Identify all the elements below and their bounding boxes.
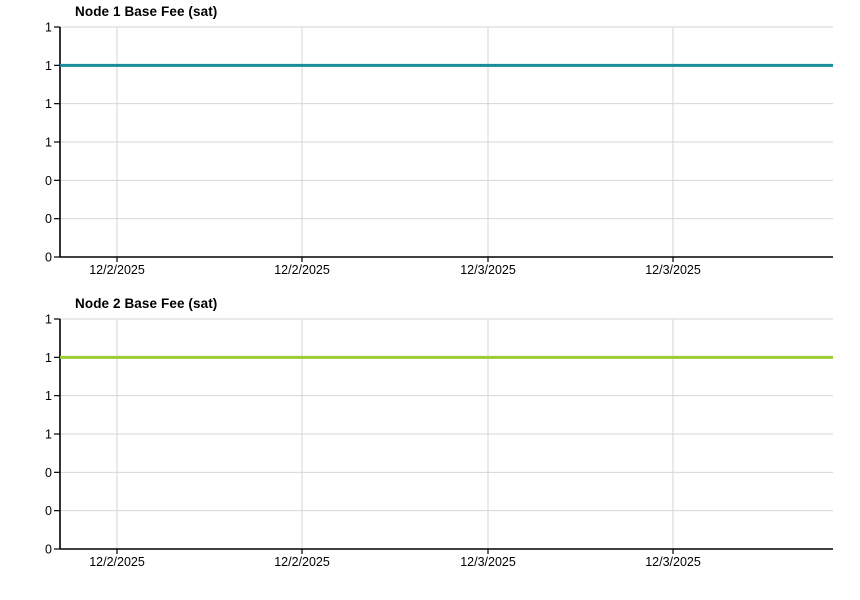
y-tick-label: 0: [45, 174, 52, 188]
x-tick-label: 12/3/2025: [460, 555, 516, 569]
chart-plot-area: 1 1 1 1 0 0 0 12/2/2025 12/2/2025 12/3/2025 12/3/2…: [45, 313, 833, 569]
y-tick-label: 1: [45, 136, 52, 150]
x-tick-label: 12/3/2025: [645, 263, 701, 277]
x-tick-label: 12/2/2025: [89, 555, 145, 569]
y-tick-label: 0: [45, 466, 52, 480]
x-tick-label: 12/2/2025: [89, 263, 145, 277]
y-tick-label: 0: [45, 504, 52, 518]
y-tick-label: 1: [45, 97, 52, 111]
y-tick-label: 1: [45, 389, 52, 403]
y-tick-label: 1: [45, 428, 52, 442]
x-tick-label: 12/2/2025: [274, 263, 330, 277]
y-tick-label: 1: [45, 351, 52, 365]
x-tick-label: 12/2/2025: [274, 555, 330, 569]
y-tick-label: 0: [45, 543, 52, 557]
x-tick-label: 12/3/2025: [645, 555, 701, 569]
x-tick-label: 12/3/2025: [460, 263, 516, 277]
chart-title: Node 1 Base Fee (sat): [75, 4, 218, 19]
y-tick-label: 0: [45, 251, 52, 265]
y-tick-label: 0: [45, 212, 52, 226]
chart-node1-base-fee: Node 1 Base Fee (sat) 1 1 1 1 0 0 0 12/2/2025 12…: [0, 0, 860, 292]
y-tick-label: 1: [45, 59, 52, 73]
chart-title: Node 2 Base Fee (sat): [75, 296, 218, 311]
y-tick-label: 1: [45, 313, 52, 327]
chart-plot-area: 1 1 1 1 0 0 0 12/2/2025 12/2/2025 12/3/2025 12/3/2…: [45, 21, 833, 277]
y-tick-label: 1: [45, 21, 52, 35]
chart-node2-base-fee: Node 2 Base Fee (sat) 1 1 1 1 0 0 0 12/2/2025 12…: [0, 292, 860, 584]
